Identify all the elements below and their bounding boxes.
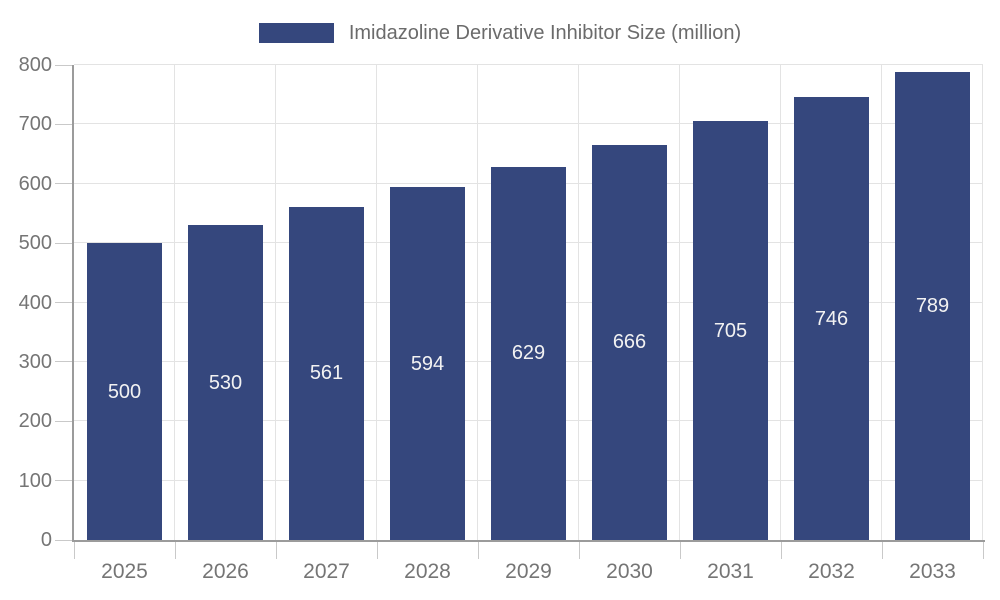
gridline-vertical [477,65,478,540]
plot-area: 0 100 200 300 400 500 600 700 800 500 2025 530 2026 5… [19,55,985,582]
bar: 530 [188,225,263,540]
y-tick-label: 800 [18,54,52,76]
bar: 746 [794,97,869,540]
y-tick-label: 400 [18,291,52,314]
y-axis-tick [55,539,72,541]
legend[interactable]: Imidazoline Derivative Inhibitor Size (m… [0,23,1000,43]
y-axis-tick [55,123,72,125]
bar-value-label: 629 [511,342,546,365]
gridline-horizontal [74,123,983,125]
x-tick-label: 2027 [303,560,350,583]
bar-value-label: 500 [107,380,142,403]
x-tick-label: 2030 [606,560,653,583]
x-axis-line [72,540,985,542]
x-axis-tick [780,542,782,559]
y-axis-tick [55,361,72,363]
y-axis-tick [55,302,72,303]
x-axis-tick [881,542,883,559]
x-tick-label: 2026 [202,560,249,583]
y-tick-label: 300 [18,350,52,373]
x-axis-tick [376,542,378,559]
y-axis-tick [55,420,72,422]
y-tick-label: 500 [18,232,52,255]
bar-value-label: 594 [410,352,445,375]
gridline-vertical [376,65,377,540]
bar-value-label: 705 [713,319,748,342]
x-axis-tick [477,542,479,559]
bar-value-label: 530 [208,371,243,394]
bar: 705 [693,121,768,540]
x-tick-label: 2025 [101,560,148,583]
gridline-vertical [881,65,882,540]
bar-value-label: 561 [309,362,344,385]
x-tick-label: 2031 [707,560,754,583]
x-tick-label: 2033 [909,560,956,583]
y-axis-tick [55,242,72,244]
x-tick-label: 2029 [505,560,552,583]
bar: 789 [895,71,970,540]
x-axis-tick [174,542,176,559]
x-tick-label: 2032 [808,560,855,583]
x-axis-tick [982,542,984,559]
gridline-vertical [275,65,276,540]
legend-swatch [258,23,334,43]
y-tick-label: 700 [18,113,52,136]
bar-value-label: 746 [814,307,849,330]
y-tick-label: 600 [18,172,52,195]
bar-value-label: 666 [612,331,647,354]
bar: 666 [592,144,667,540]
gridline-horizontal [74,64,983,65]
x-axis-tick [73,542,75,559]
legend-label: Imidazoline Derivative Inhibitor Size (m… [348,22,742,44]
bar: 629 [491,166,566,540]
gridline-vertical [982,65,983,540]
gridline-vertical [780,65,781,540]
y-tick-label: 200 [18,410,52,433]
y-axis-tick [55,480,72,482]
y-axis-tick [55,64,72,66]
x-axis-tick [578,542,580,559]
y-axis-tick [55,183,72,185]
x-tick-label: 2028 [404,560,451,583]
bar-value-label: 789 [915,294,950,317]
gridline-vertical [174,65,175,540]
y-tick-label: 100 [18,469,52,492]
x-axis-tick [679,542,681,559]
bar: 561 [289,206,364,540]
y-axis-line [72,65,74,540]
gridline-vertical [578,65,579,540]
x-axis-tick [275,542,277,559]
gridline-vertical [679,65,680,540]
bar: 594 [390,187,465,540]
bar: 500 [87,243,162,540]
y-tick-label: 0 [40,529,52,551]
